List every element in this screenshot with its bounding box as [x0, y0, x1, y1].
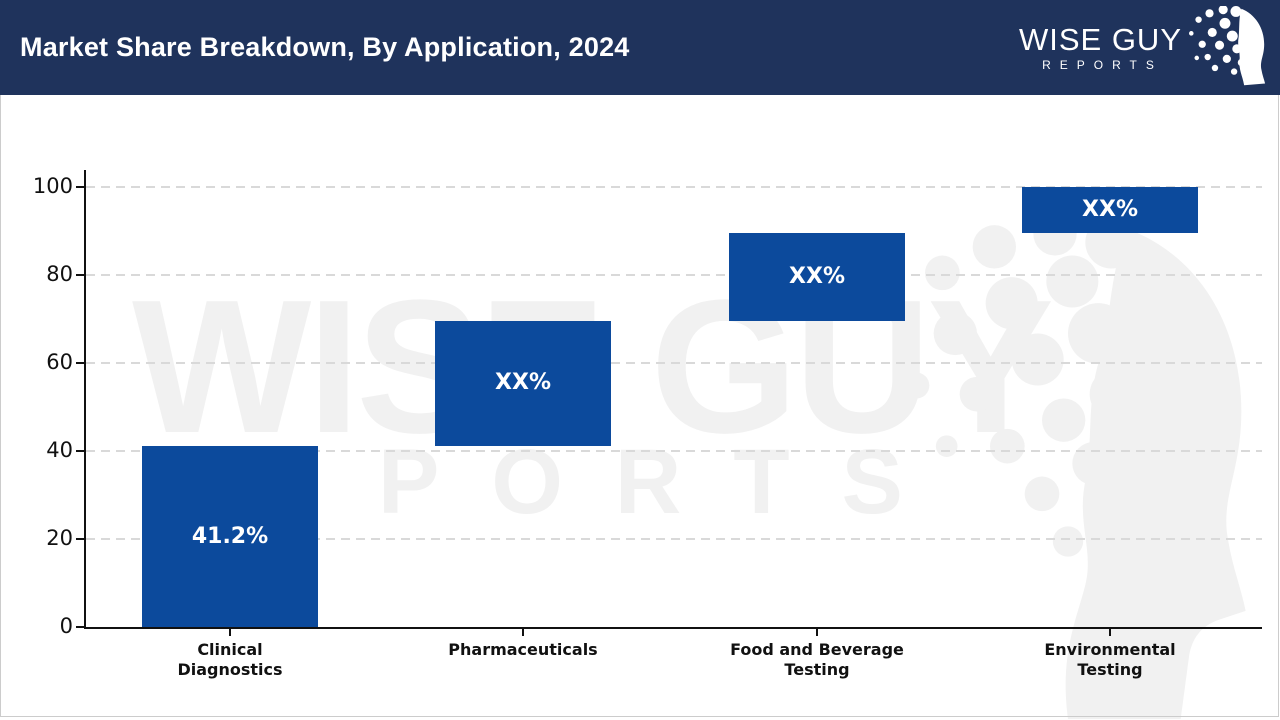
gridline-20 — [86, 538, 1262, 540]
x-category-label-line: Testing — [1077, 660, 1143, 679]
brand-logo-text: WISE GUY REPORTS — [1018, 21, 1182, 72]
brand-subtitle: REPORTS — [1042, 57, 1163, 72]
x-category-label-line: Food and Beverage — [730, 640, 904, 659]
x-category-label-line: Diagnostics — [177, 660, 283, 679]
y-tick-label-0: 0 — [59, 614, 73, 638]
y-axis-line — [84, 170, 86, 629]
x-category-label-0: Clinical Diagnostics — [100, 640, 360, 680]
bar-value-label-1: XX% — [495, 370, 551, 396]
brand-logo: WISE GUY REPORTS — [1019, 6, 1266, 88]
x-axis-line — [84, 627, 1262, 629]
brand-head-icon — [1189, 6, 1266, 86]
gridline-80 — [86, 274, 1262, 276]
x-category-label-line: Testing — [784, 660, 850, 679]
y-tick-label-40: 40 — [46, 438, 73, 462]
gridline-60 — [86, 362, 1262, 364]
x-category-label-2: Food and Beverage Testing — [687, 640, 947, 680]
y-tick-60 — [76, 362, 84, 364]
bar-value-label-2: XX% — [789, 264, 845, 290]
x-category-label-line: Pharmaceuticals — [448, 640, 598, 659]
bar-value-label-0: 41.2% — [191, 523, 269, 549]
x-category-label-3: Environmental Testing — [980, 640, 1240, 680]
y-tick-label-80: 80 — [46, 262, 73, 286]
y-tick-100 — [76, 186, 84, 188]
x-category-label-line: Clinical — [197, 640, 263, 659]
watermark-head-icon — [890, 220, 1246, 720]
bar-value-label-3: XX% — [1082, 197, 1138, 222]
gridline-100 — [86, 186, 1262, 188]
gridline-40 — [86, 450, 1262, 452]
page-title: Market Share Breakdown, By Application, … — [20, 32, 630, 62]
y-tick-20 — [76, 538, 84, 540]
x-tick-3 — [1109, 629, 1111, 636]
x-tick-1 — [522, 629, 524, 636]
x-tick-2 — [816, 629, 818, 636]
x-category-label-line: Environmental — [1044, 640, 1176, 659]
bar-2 — [729, 233, 905, 322]
y-tick-label-100: 100 — [32, 174, 73, 198]
y-tick-80 — [76, 274, 84, 276]
y-tick-label-20: 20 — [46, 526, 73, 550]
bar-1 — [435, 321, 611, 446]
y-tick-40 — [76, 450, 84, 452]
bar-3 — [1022, 187, 1198, 234]
brand-name: WISE GUY — [1018, 21, 1182, 57]
y-tick-label-60: 60 — [46, 350, 73, 374]
x-category-label-1: Pharmaceuticals — [393, 640, 653, 660]
bar-0 — [142, 445, 318, 627]
y-tick-0 — [76, 626, 84, 628]
header-bar: Market Share Breakdown, By Application, … — [0, 0, 1280, 95]
x-tick-0 — [229, 629, 231, 636]
